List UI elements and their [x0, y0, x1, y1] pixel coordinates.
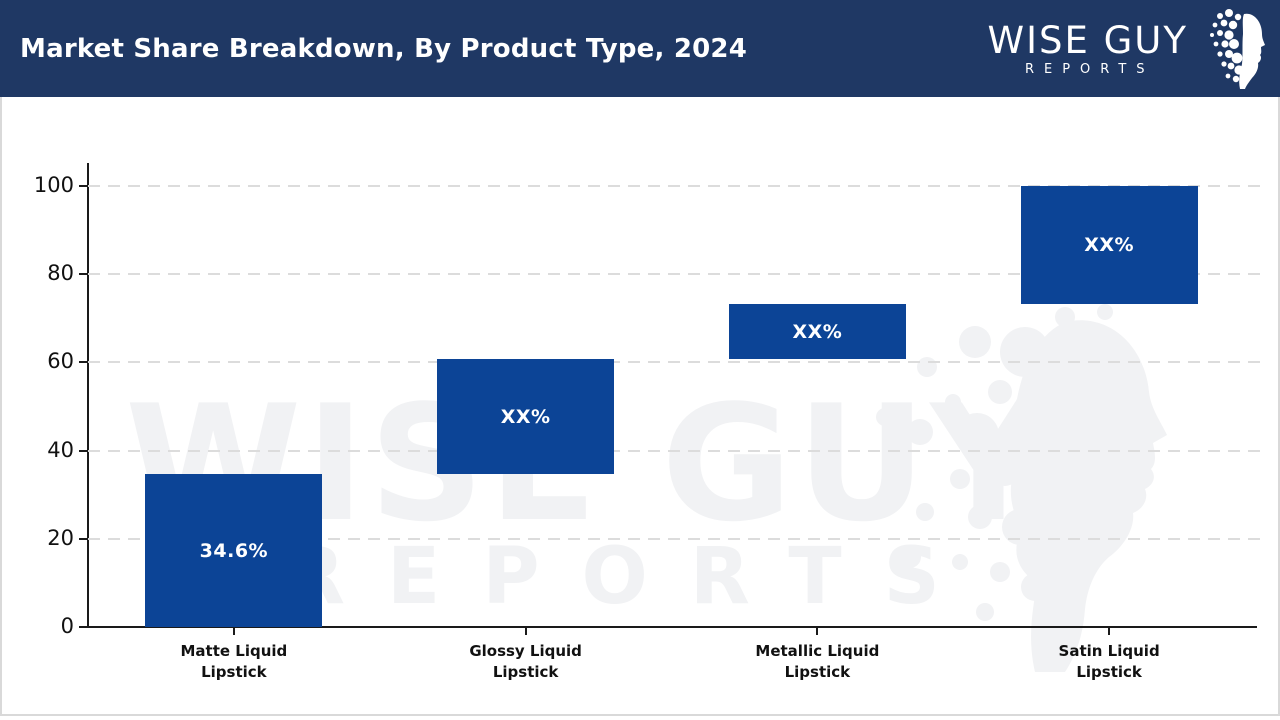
- y-axis-line: [87, 163, 89, 627]
- gridline-20: [88, 537, 1262, 540]
- y-tick-mark: [79, 626, 88, 628]
- gridline-80: [88, 273, 1262, 276]
- bar-1: 34.6%: [145, 474, 323, 627]
- logo-brand-subtitle: REPORTS: [1024, 61, 1155, 77]
- logo-brand-name: WISE GUY: [987, 18, 1188, 62]
- page-title: Market Share Breakdown, By Product Type,…: [20, 33, 747, 64]
- x-axis-line: [87, 626, 1257, 628]
- watermark-dotted-head-icon: [876, 304, 1167, 672]
- y-tick-mark: [79, 449, 88, 452]
- bar-4: XX%: [1020, 186, 1198, 305]
- bar-value-label: XX%: [792, 320, 843, 343]
- header-bar: Market Share Breakdown, By Product Type,…: [0, 0, 1280, 97]
- logo-text: WISE GUY REPORTS: [988, 22, 1188, 76]
- y-tick-label: 60: [47, 349, 74, 374]
- y-tick-mark: [79, 361, 88, 364]
- y-tick-mark: [79, 537, 88, 540]
- y-tick-mark: [79, 185, 88, 187]
- x-tick-mark: [1108, 628, 1111, 635]
- watermark-subtitle-text: REPORTS: [285, 532, 982, 622]
- y-tick-label: 80: [47, 261, 74, 286]
- dotted-head-profile-icon: [1210, 8, 1265, 89]
- gridline-100: [88, 185, 1262, 187]
- gridline-60: [88, 361, 1262, 364]
- y-tick-label: 20: [47, 525, 74, 550]
- x-tick-mark: [816, 628, 819, 635]
- x-category-label: Glossy Liquid Lipstick: [469, 642, 582, 681]
- wise-guy-reports-logo: WISE GUY REPORTS: [988, 8, 1266, 90]
- x-category-label: Satin Liquid Lipstick: [1058, 642, 1160, 681]
- x-tick-mark: [524, 628, 527, 635]
- y-tick-mark: [79, 273, 88, 276]
- y-tick-label: 40: [47, 437, 74, 462]
- bar-value-label: 34.6%: [199, 539, 269, 562]
- x-category-label: Matte Liquid Lipstick: [180, 642, 288, 681]
- bar-2: XX%: [437, 358, 615, 475]
- y-tick-label: 0: [60, 614, 74, 638]
- x-tick-mark: [232, 628, 235, 635]
- chart-canvas: WISE GUY REPORTS 0 20 40 60 80 100 34.6% Matte …: [0, 97, 1280, 720]
- gridline-40: [88, 449, 1262, 452]
- bar-value-label: XX%: [1084, 234, 1135, 257]
- y-tick-label: 100: [33, 173, 74, 197]
- bar-value-label: XX%: [500, 405, 551, 428]
- x-category-label: Metallic Liquid Lipstick: [755, 642, 880, 681]
- bar-3: XX%: [728, 304, 906, 359]
- plot-area: 0 20 40 60 80 100 34.6% Matte Liquid Lipstick XX…: [0, 97, 1280, 720]
